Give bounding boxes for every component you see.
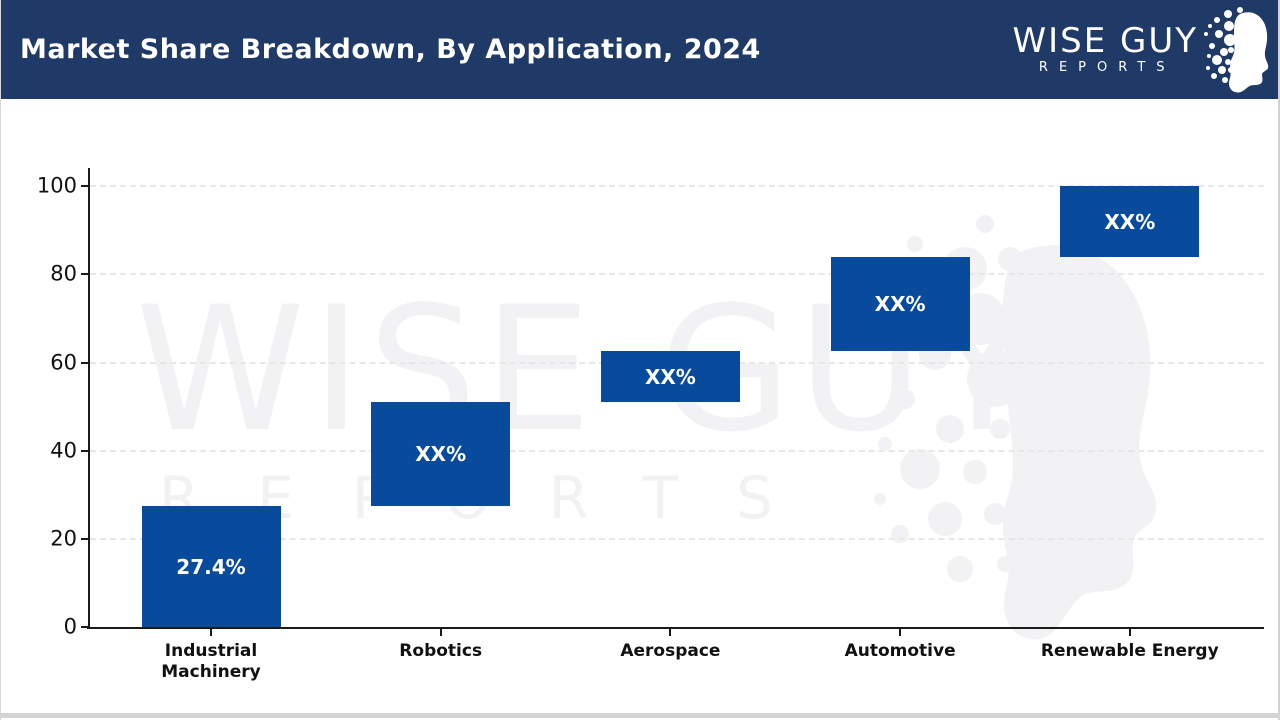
bar-value-label: 27.4% <box>176 554 246 579</box>
y-axis <box>88 168 90 629</box>
logo-subtitle: REPORTS <box>1038 60 1176 75</box>
x-tick-4 <box>1128 629 1131 636</box>
y-tick-40 <box>81 449 89 452</box>
bar-value-label: XX% <box>874 291 926 316</box>
y-tick-100 <box>81 185 89 188</box>
header-bar: Market Share Breakdown, By Application, … <box>0 0 1280 99</box>
y-tick-label: 20 <box>50 526 77 551</box>
x-tick-label-industrial-machinery: Industrial Machinery <box>161 641 261 683</box>
logo-text: WISE GUY REPORTS <box>1012 24 1198 75</box>
bar-robotics <box>371 402 511 507</box>
gridline-20 <box>90 537 1264 540</box>
page-title: Market Share Breakdown, By Application, … <box>20 34 761 65</box>
y-tick-0 <box>81 626 89 628</box>
x-axis <box>87 627 1264 629</box>
x-tick-0 <box>210 629 212 636</box>
bottom-divider <box>0 713 1280 718</box>
bar-value-label: XX% <box>644 364 696 389</box>
y-tick-60 <box>81 361 89 364</box>
dotted-head-icon <box>1204 6 1269 93</box>
gridline-80 <box>90 273 1264 276</box>
y-tick-label: 60 <box>50 350 77 375</box>
x-tick-label-robotics: Robotics <box>399 641 483 661</box>
x-tick-label-aerospace: Aerospace <box>620 641 721 661</box>
y-tick-label: 100 <box>36 173 77 198</box>
gridline-40 <box>90 449 1264 452</box>
logo-wordmark: WISE GUY <box>1012 21 1198 61</box>
gridline-100 <box>90 185 1264 188</box>
x-tick-3 <box>899 629 902 636</box>
x-tick-label-automotive: Automotive <box>844 641 956 661</box>
bar-aerospace <box>600 351 740 403</box>
bar-value-label: XX% <box>1104 209 1156 234</box>
y-tick-label: 0 <box>63 614 77 639</box>
y-tick-80 <box>81 273 89 276</box>
y-tick-label: 80 <box>50 261 77 286</box>
x-tick-1 <box>439 629 442 636</box>
bar-industrial-machinery <box>141 506 281 627</box>
y-tick-20 <box>81 537 89 540</box>
bar-renewable-energy <box>1060 186 1200 257</box>
bar-value-label: XX% <box>415 442 467 467</box>
chart-area: WISE GUY REPORTS 02040608010027.4%XX%XX%… <box>0 99 1280 715</box>
y-tick-label: 40 <box>50 438 77 463</box>
wise-guy-reports-logo: WISE GUY REPORTS <box>1012 0 1272 99</box>
x-tick-2 <box>669 629 672 636</box>
x-tick-label-renewable-energy: Renewable Energy <box>1040 641 1219 661</box>
